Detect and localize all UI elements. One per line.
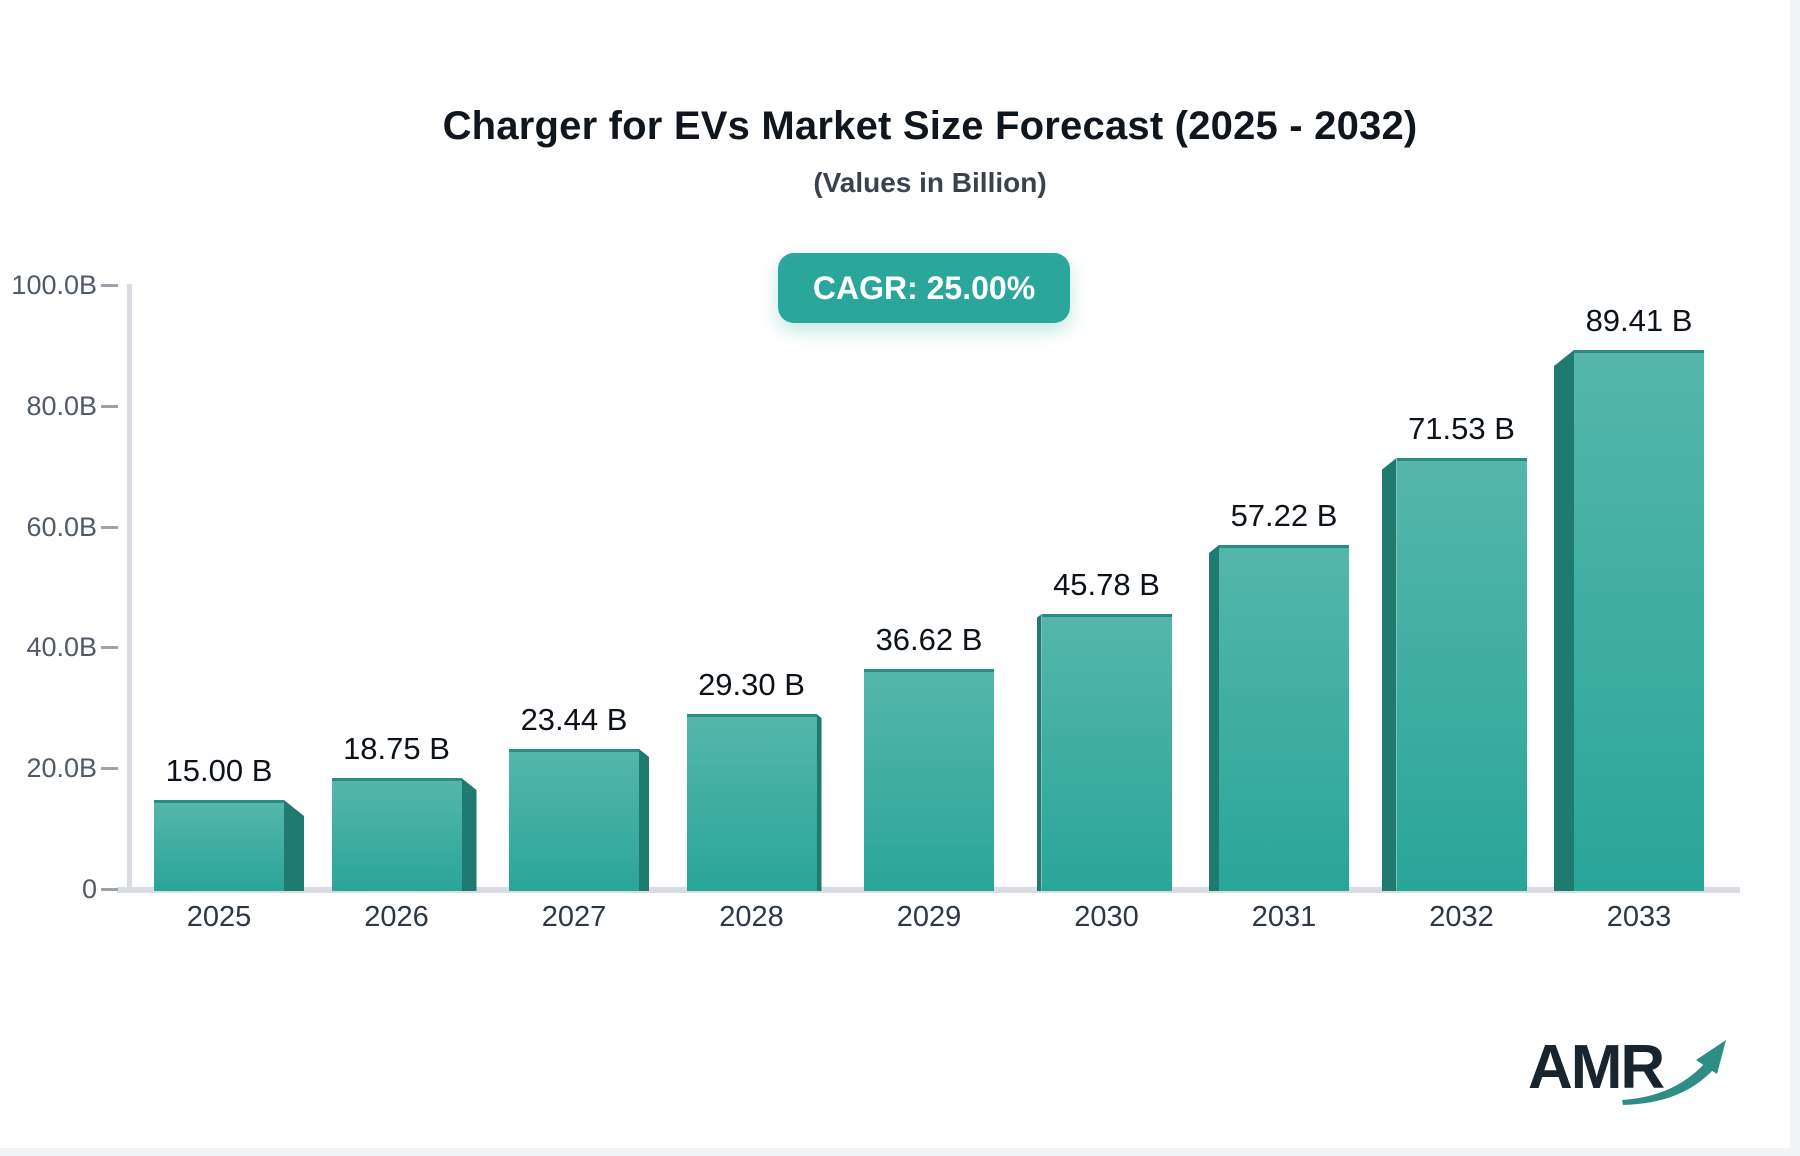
y-tick-mark — [101, 525, 118, 529]
bar-value-label: 45.78 B — [1053, 567, 1160, 602]
bar-2026 — [331, 778, 462, 891]
x-axis-label: 2027 — [541, 901, 607, 933]
x-axis-label: 2033 — [1606, 901, 1672, 933]
x-axis-label: 2025 — [186, 901, 252, 933]
x-axis-label: 2026 — [364, 901, 429, 933]
y-tick-mark — [101, 404, 118, 408]
page-edge-bottom — [0, 1148, 1800, 1156]
x-axis-label: 2029 — [896, 901, 962, 933]
bar-2027 — [509, 749, 639, 891]
y-tick-label: 80.0B — [26, 390, 97, 421]
cagr-badge: CAGR: 25.00% — [778, 253, 1070, 323]
bar-2029 — [864, 669, 994, 891]
amr-logo: AMR — [1528, 1032, 1758, 1122]
bar-2030 — [1041, 614, 1172, 891]
bar-value-label: 23.44 B — [520, 702, 628, 737]
chart-subtitle: (Values in Billion) — [813, 167, 1047, 198]
x-axis-label: 2031 — [1251, 901, 1317, 933]
bar-2031 — [1219, 545, 1349, 891]
chart-header: Charger for EVs Market Size Forecast (20… — [130, 0, 1730, 199]
bar-side-face-2027 — [639, 749, 649, 891]
bar-side-face-2028 — [816, 714, 822, 891]
bar-2033 — [1574, 350, 1704, 891]
y-axis-line — [127, 284, 132, 892]
x-axis-label: 2032 — [1429, 901, 1494, 933]
growth-arrow-icon — [1622, 1040, 1726, 1105]
y-tick-label: 0 — [81, 874, 97, 904]
x-axis-label: 2028 — [719, 901, 784, 933]
y-tick-label: 60.0B — [26, 511, 97, 542]
bar-value-label: 36.62 B — [875, 622, 983, 657]
bar-2028 — [686, 714, 817, 891]
page-edge-right — [1790, 0, 1800, 1156]
y-tick-label: 40.0B — [26, 632, 97, 663]
bar-value-label: 29.30 B — [698, 667, 805, 702]
y-tick-mark — [101, 888, 118, 891]
bar-2025 — [154, 800, 284, 891]
bar-2032 — [1396, 458, 1527, 891]
bar-side-face-2030 — [1036, 614, 1042, 891]
bar-value-label: 15.00 B — [165, 753, 273, 788]
bar-side-face-2031 — [1209, 545, 1219, 891]
bar-value-label: 57.22 B — [1230, 498, 1338, 533]
y-tick-label: 100.0B — [11, 270, 97, 300]
bar-side-face-2025 — [284, 800, 304, 891]
bar-side-face-2033 — [1554, 350, 1574, 891]
bar-value-label: 18.75 B — [343, 731, 450, 766]
x-axis-label: 2030 — [1074, 901, 1139, 933]
y-tick-mark — [101, 284, 118, 287]
y-tick-mark — [101, 767, 118, 771]
bar-side-face-2026 — [461, 778, 477, 891]
amr-logo-text: AMR — [1528, 1033, 1665, 1102]
y-tick-label: 20.0B — [26, 753, 97, 784]
chart-title: Charger for EVs Market Size Forecast (20… — [442, 104, 1418, 148]
bar-value-label: 71.53 B — [1408, 411, 1515, 446]
y-tick-mark — [101, 646, 118, 650]
bar-side-face-2032 — [1381, 458, 1397, 891]
bar-value-label: 89.41 B — [1585, 303, 1693, 338]
